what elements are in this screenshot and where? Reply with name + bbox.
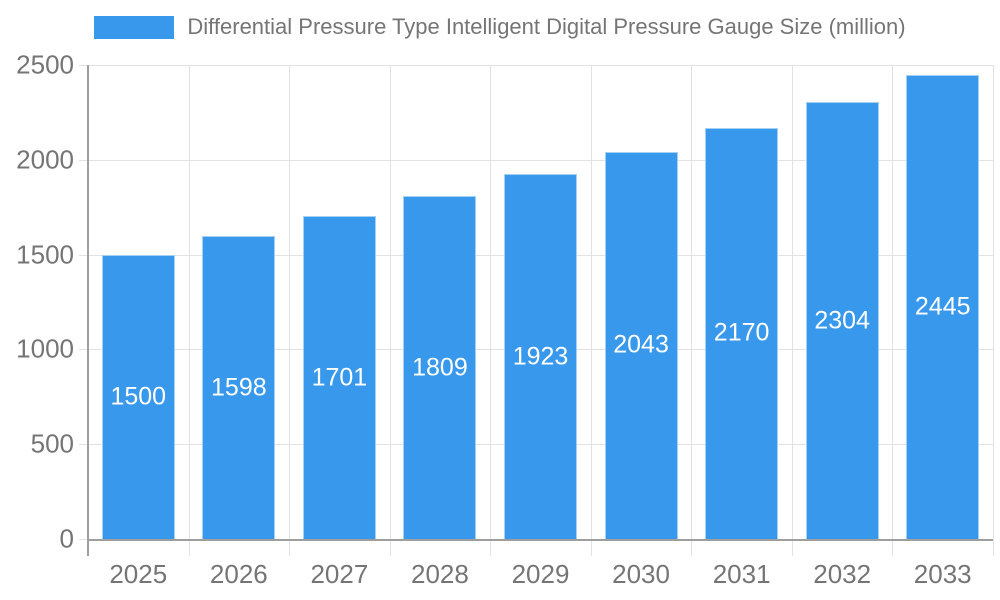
bar-2029: [504, 174, 577, 539]
bar-2030: [604, 151, 678, 539]
x-gridline: [289, 65, 291, 556]
x-axis-label: 2026: [209, 559, 268, 589]
x-gridline: [691, 65, 693, 556]
y-axis-label: 2500: [16, 49, 74, 80]
legend-item[interactable]: Differential Pressure Type Intelligent D…: [94, 14, 906, 40]
x-gridline: [892, 65, 894, 556]
x-gridline: [993, 65, 994, 556]
x-gridline: [389, 65, 391, 556]
legend: Differential Pressure Type Intelligent D…: [0, 14, 1000, 40]
bar-2033: [906, 75, 980, 539]
legend-swatch: [94, 15, 175, 39]
bar-2031: [705, 127, 779, 539]
x-gridline: [791, 65, 793, 556]
bar-value-label: 1598: [211, 373, 267, 401]
bar-2027: [302, 216, 376, 539]
bar-2028: [403, 196, 477, 539]
y-axis-label: 0: [59, 523, 74, 554]
legend-label: Differential Pressure Type Intelligent D…: [187, 14, 906, 39]
x-gridline: [188, 65, 190, 556]
bar-2026: [202, 236, 276, 539]
y-axis-label: 2000: [16, 144, 74, 175]
bar-2025: [101, 254, 175, 539]
bar-value-label: 1809: [412, 353, 468, 381]
bar-value-label: 1701: [311, 363, 368, 392]
x-axis-label: 2033: [913, 559, 972, 589]
bar-value-label: 1500: [110, 382, 167, 411]
x-axis-label: 2027: [310, 559, 369, 589]
y-gridline: [79, 159, 993, 161]
bar-value-label: 2170: [713, 318, 770, 347]
x-axis-label: 2032: [813, 559, 872, 589]
bar-value-label: 1923: [512, 342, 569, 371]
y-axis-line: [87, 65, 89, 556]
bar-value-label: 2304: [814, 306, 870, 335]
bar-2032: [805, 102, 879, 539]
x-axis-label: 2025: [109, 559, 168, 589]
x-gridline: [590, 65, 592, 556]
x-axis-label: 2029: [511, 559, 570, 589]
bar-value-label: 2445: [914, 292, 971, 321]
y-axis-label: 500: [30, 428, 74, 459]
y-axis-label: 1500: [16, 239, 74, 270]
x-axis-line: [87, 539, 993, 541]
x-axis-label: 2030: [612, 559, 670, 589]
y-axis-label: 1000: [16, 333, 74, 364]
bar-value-label: 2043: [613, 330, 669, 359]
x-axis-label: 2031: [712, 559, 771, 589]
y-gridline: [79, 65, 993, 66]
x-gridline: [490, 65, 492, 556]
x-axis-label: 2028: [411, 559, 469, 589]
